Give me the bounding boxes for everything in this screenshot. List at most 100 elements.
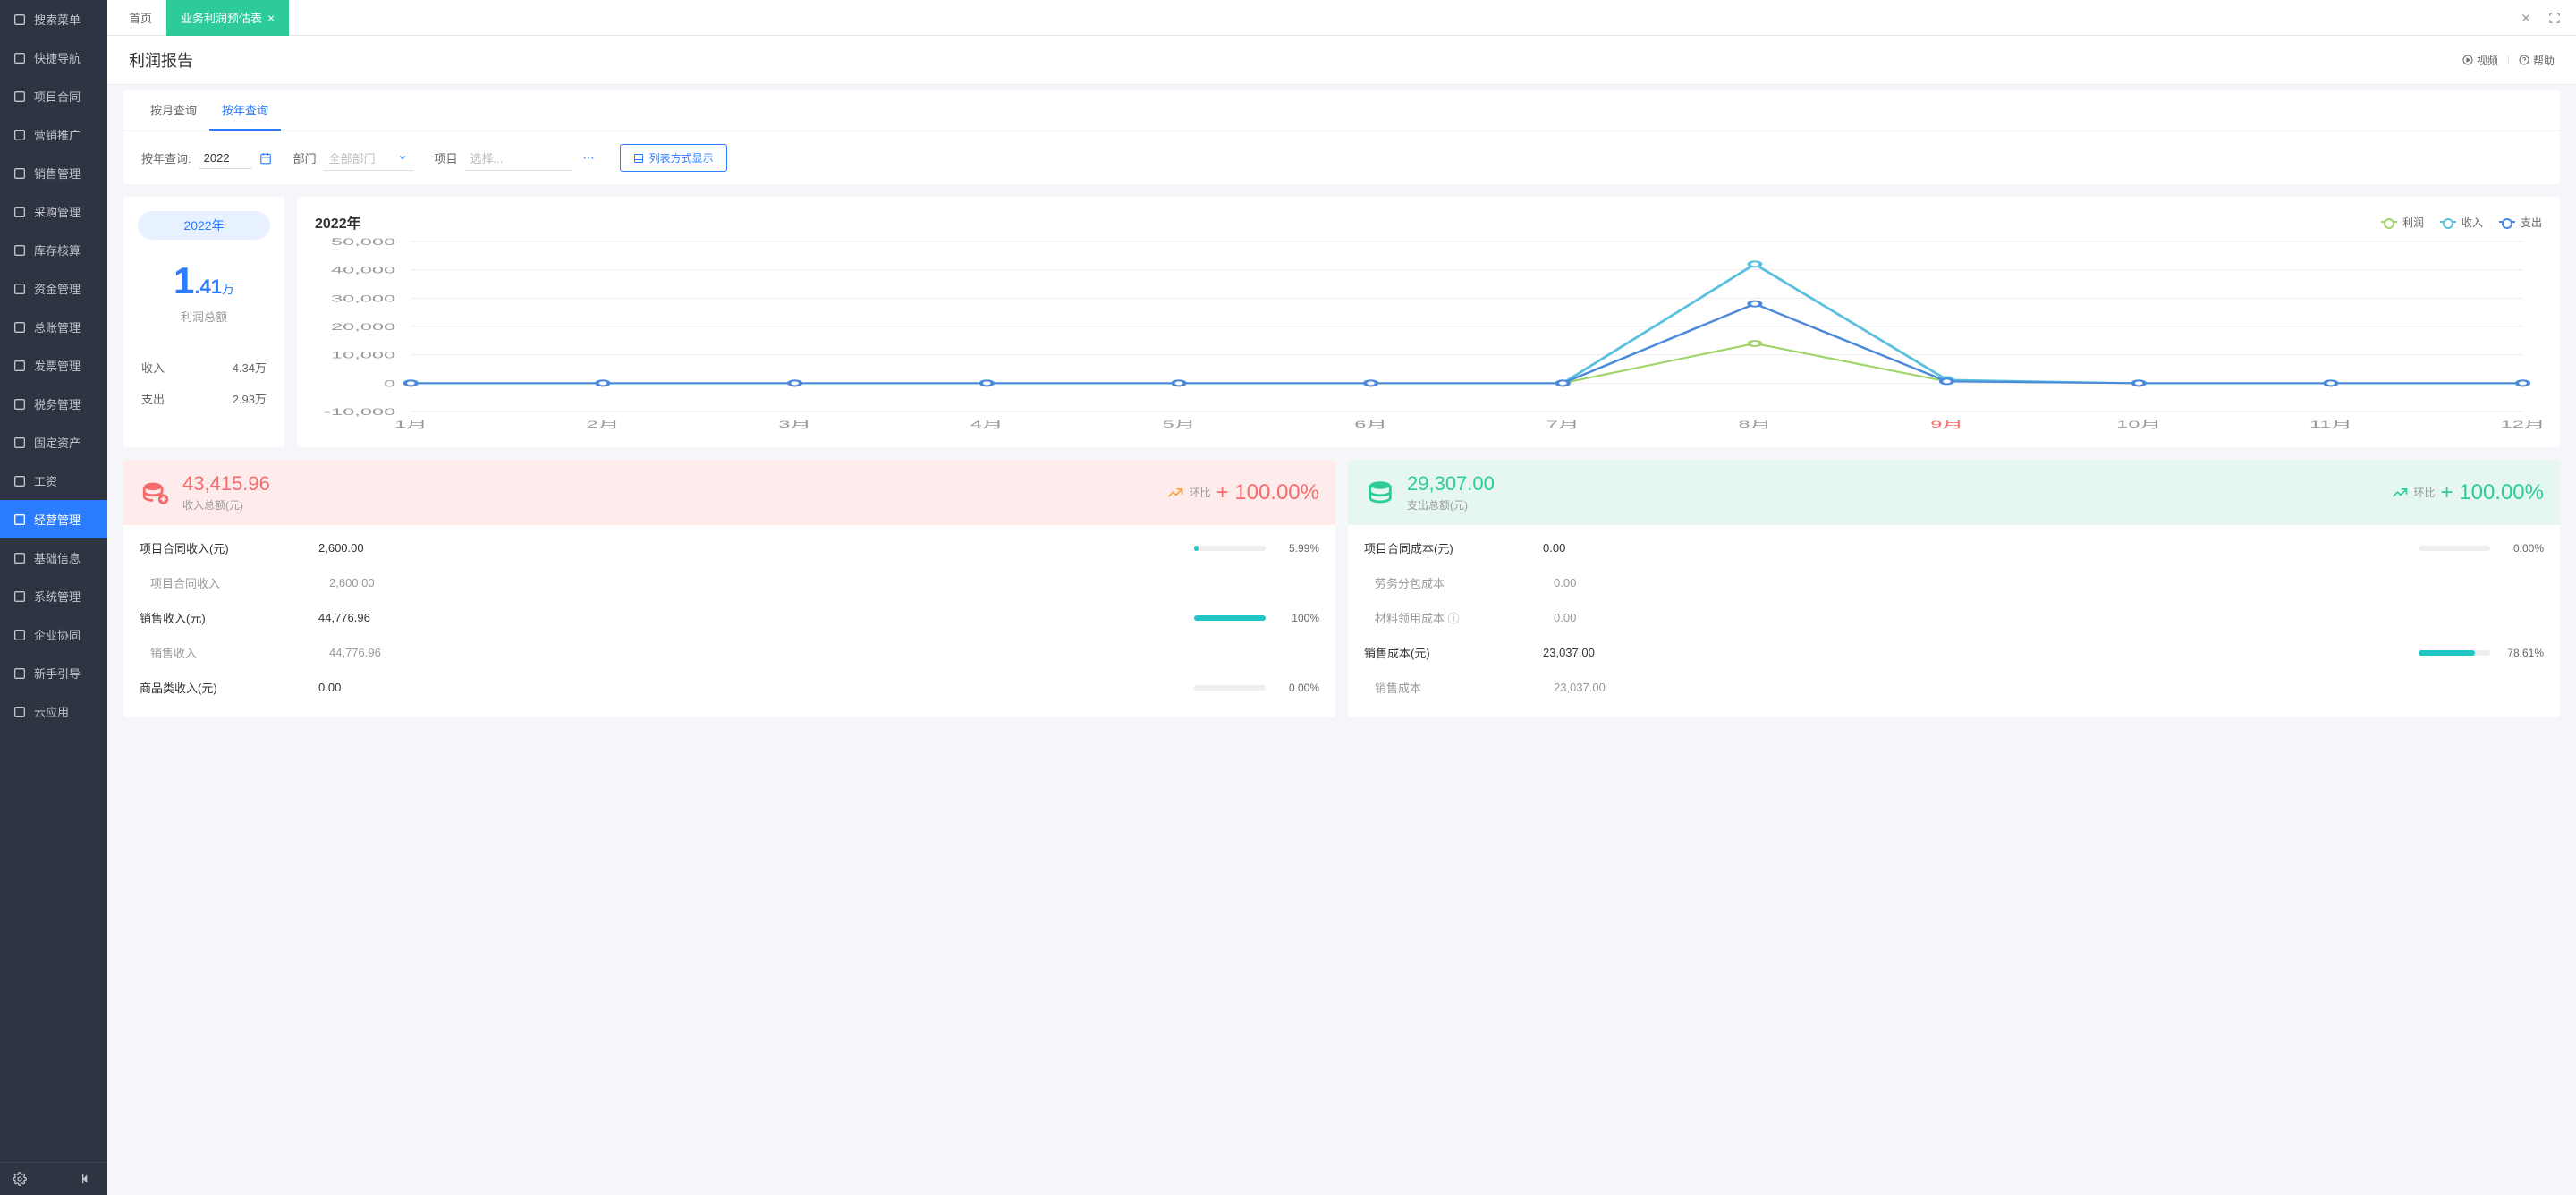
- sidebar-item-11[interactable]: 固定资产: [0, 423, 107, 462]
- legend-item[interactable]: 收入: [2440, 215, 2483, 230]
- sidebar-item-7[interactable]: 资金管理: [0, 269, 107, 308]
- filter-panel: 按月查询按年查询 按年查询: 部门 全部部门: [123, 90, 2560, 184]
- year-pill: 2022年: [138, 211, 270, 240]
- svg-text:40,000: 40,000: [331, 265, 395, 276]
- collapse-icon[interactable]: [80, 1172, 95, 1186]
- sidebar-item-12[interactable]: 工资: [0, 462, 107, 500]
- badge-icon: [13, 166, 27, 181]
- legend-swatch: [2499, 218, 2515, 225]
- main: 首页业务利润预估表× 利润报告 视频 | 帮助 按月查询按年: [107, 0, 2576, 1195]
- home-icon: [13, 51, 27, 65]
- svg-text:10月: 10月: [2116, 419, 2161, 430]
- legend-item[interactable]: 利润: [2381, 215, 2424, 230]
- svg-text:11月: 11月: [2309, 419, 2352, 430]
- sidebar-item-16[interactable]: 企业协同: [0, 615, 107, 654]
- sidebar-item-label: 经营管理: [34, 511, 80, 528]
- filter-tab-1[interactable]: 按年查询: [209, 90, 281, 131]
- tab-1[interactable]: 业务利润预估表 ×: [166, 0, 289, 36]
- data-subrow: 销售成本23,037.00: [1364, 670, 2544, 705]
- sidebar-item-label: 搜索菜单: [34, 11, 80, 28]
- expense-sub: 支出总额(元): [1407, 497, 1495, 513]
- summary-card: 2022年 1.41万 利润总额 收入4.34万支出2.93万: [123, 197, 284, 447]
- summary-row: 收入4.34万: [138, 352, 270, 383]
- close-icon[interactable]: ×: [267, 12, 275, 24]
- sidebar-item-0[interactable]: 搜索菜单: [0, 0, 107, 38]
- sidebar-item-14[interactable]: 基础信息: [0, 538, 107, 577]
- tab-label: 业务利润预估表: [181, 9, 262, 26]
- sidebar-item-label: 发票管理: [34, 357, 80, 374]
- year-input[interactable]: [199, 148, 252, 169]
- svg-text:6月: 6月: [1354, 419, 1387, 430]
- tab-label: 首页: [129, 9, 152, 26]
- expense-icon: [1364, 477, 1396, 509]
- svg-text:7月: 7月: [1546, 419, 1580, 430]
- legend-swatch: [2440, 218, 2456, 225]
- tab-0[interactable]: 首页: [114, 0, 166, 36]
- trend-up-icon: [1166, 484, 1184, 502]
- close-tab-icon[interactable]: [2515, 7, 2537, 29]
- data-row: 销售收入(元)44,776.96100%: [140, 600, 1319, 635]
- sidebar-item-17[interactable]: 新手引导: [0, 654, 107, 692]
- sidebar-item-label: 资金管理: [34, 280, 80, 297]
- expense-delta: + 100.00%: [2441, 480, 2544, 505]
- sidebar-item-1[interactable]: 快捷导航: [0, 38, 107, 77]
- legend-item[interactable]: 支出: [2499, 215, 2542, 230]
- asset-icon: [13, 436, 27, 450]
- sidebar-item-8[interactable]: 总账管理: [0, 308, 107, 346]
- sidebar-item-6[interactable]: 库存核算: [0, 231, 107, 269]
- manage-icon: [13, 513, 27, 527]
- data-row: 商品类收入(元)0.000.00%: [140, 670, 1319, 705]
- data-row: 项目合同成本(元)0.000.00%: [1364, 530, 2544, 565]
- sidebar-item-3[interactable]: 营销推广: [0, 115, 107, 154]
- svg-text:2月: 2月: [587, 419, 620, 430]
- income-delta: + 100.00%: [1216, 480, 1319, 505]
- income-sub: 收入总额(元): [182, 497, 270, 513]
- ledger-icon: [13, 320, 27, 335]
- fullscreen-icon[interactable]: [2544, 7, 2565, 29]
- sidebar-item-label: 快捷导航: [34, 49, 80, 66]
- sidebar-item-label: 销售管理: [34, 165, 80, 182]
- sidebar-item-15[interactable]: 系统管理: [0, 577, 107, 615]
- sidebar-footer: [0, 1162, 107, 1195]
- svg-text:12月: 12月: [2501, 419, 2542, 430]
- sidebar-item-4[interactable]: 销售管理: [0, 154, 107, 192]
- sidebar-item-label: 营销推广: [34, 126, 80, 143]
- sidebar-item-13[interactable]: 经营管理: [0, 500, 107, 538]
- list-button-label: 列表方式显示: [649, 150, 714, 165]
- svg-text:10,000: 10,000: [331, 350, 395, 361]
- help-link[interactable]: 帮助: [2519, 53, 2555, 68]
- sidebar: 搜索菜单快捷导航项目合同营销推广销售管理采购管理库存核算资金管理总账管理发票管理…: [0, 0, 107, 1195]
- data-subrow: 项目合同收入2,600.00: [140, 565, 1319, 600]
- filter-tab-0[interactable]: 按月查询: [138, 90, 209, 131]
- svg-text:20,000: 20,000: [331, 321, 395, 333]
- sidebar-item-18[interactable]: 云应用: [0, 692, 107, 731]
- dept-select[interactable]: 全部部门: [324, 146, 413, 171]
- calendar-icon[interactable]: [259, 152, 272, 165]
- settings-icon[interactable]: [13, 1172, 27, 1186]
- dept-value: 全部部门: [329, 149, 376, 166]
- video-link[interactable]: 视频: [2462, 53, 2498, 68]
- svg-text:9月: 9月: [1930, 419, 1963, 430]
- proj-select[interactable]: 选择...: [465, 146, 572, 171]
- sidebar-item-label: 系统管理: [34, 588, 80, 605]
- tax-icon: [13, 397, 27, 411]
- svg-text:30,000: 30,000: [331, 292, 395, 304]
- trend-up-icon: [2391, 484, 2409, 502]
- svg-text:4月: 4月: [970, 419, 1004, 430]
- sidebar-item-label: 税务管理: [34, 395, 80, 412]
- svg-text:1月: 1月: [394, 419, 428, 430]
- line-chart: 50,00040,00030,00020,00010,0000-10,0001月…: [315, 236, 2542, 433]
- more-icon[interactable]: ⋯: [580, 151, 598, 165]
- sidebar-item-9[interactable]: 发票管理: [0, 346, 107, 385]
- list-view-button[interactable]: 列表方式显示: [620, 144, 727, 172]
- bag-icon: [13, 205, 27, 219]
- sidebar-item-10[interactable]: 税务管理: [0, 385, 107, 423]
- sidebar-item-label: 基础信息: [34, 549, 80, 566]
- sidebar-item-5[interactable]: 采购管理: [0, 192, 107, 231]
- legend-label: 收入: [2462, 215, 2483, 230]
- year-filter-label: 按年查询:: [141, 149, 191, 166]
- money-icon: [13, 282, 27, 296]
- sidebar-item-2[interactable]: 项目合同: [0, 77, 107, 115]
- salary-icon: [13, 474, 27, 488]
- legend-label: 支出: [2521, 215, 2542, 230]
